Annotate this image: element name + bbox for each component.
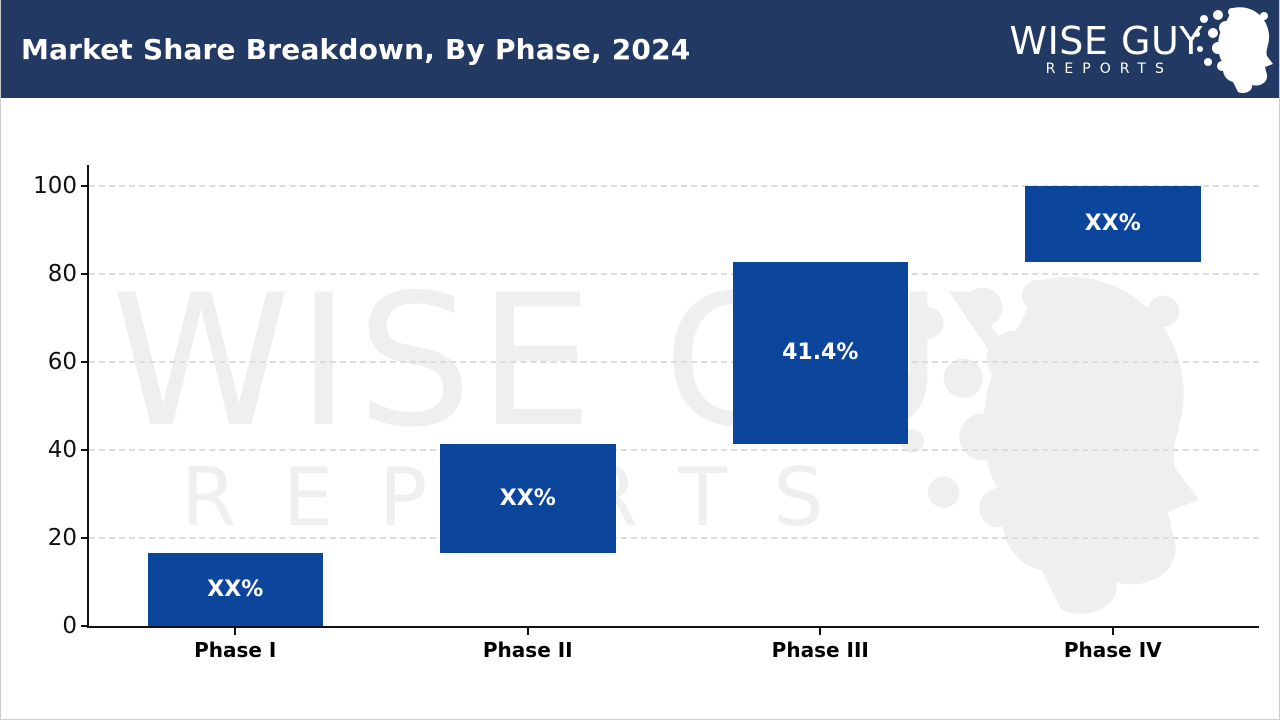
y-axis-tick-label: 20 <box>47 525 77 551</box>
x-axis-tick <box>1111 628 1114 635</box>
y-axis-tick-label: 60 <box>47 349 77 375</box>
y-axis-tick <box>81 185 88 187</box>
logo-text: WISE GUY REPORTS <box>1010 22 1203 77</box>
y-axis-tick <box>81 625 88 627</box>
y-axis-tick <box>81 449 88 451</box>
bar-value-label: XX% <box>499 486 556 512</box>
logo-head-icon <box>1194 7 1273 94</box>
page-title: Market Share Breakdown, By Phase, 2024 <box>21 32 691 66</box>
gridline-20 <box>89 537 1259 539</box>
wiseguy-logo: WISE GUY REPORTS <box>1010 4 1273 94</box>
x-axis-tick <box>234 628 237 635</box>
y-axis-tick <box>81 361 88 363</box>
y-axis-tick <box>81 273 88 275</box>
header: Market Share Breakdown, By Phase, 2024 W… <box>1 0 1279 98</box>
logo-wordmark: WISE GUY <box>1009 18 1203 63</box>
bar-value-label: XX% <box>1084 211 1141 237</box>
watermark-head-icon <box>888 276 1199 614</box>
y-axis-tick-label: 80 <box>47 261 77 287</box>
y-axis-tick-label: 0 <box>62 613 77 639</box>
bar-value-label: XX% <box>207 577 264 603</box>
y-axis-line <box>87 165 89 628</box>
x-axis-tick-label-1: Phase I <box>194 638 277 662</box>
y-axis-tick <box>81 537 88 539</box>
x-axis-tick <box>819 628 822 635</box>
bar-phase-ii: XX% <box>440 443 616 554</box>
y-axis-tick-label: 100 <box>33 173 77 199</box>
gridline-40 <box>89 449 1259 451</box>
bar-phase-iii: 41.4% <box>732 261 908 444</box>
bar-value-label: 41.4% <box>782 340 859 366</box>
y-axis-tick-label: 40 <box>47 437 77 463</box>
gridline-100 <box>89 185 1259 187</box>
x-axis-tick-label-3: Phase III <box>771 638 869 662</box>
x-axis-tick-label-2: Phase II <box>482 638 573 662</box>
x-axis-tick-label-4: Phase IV <box>1063 638 1162 662</box>
bar-phase-i: XX% <box>147 553 323 626</box>
x-axis-tick <box>526 628 529 635</box>
bar-phase-iv: XX% <box>1025 186 1201 262</box>
gridline-80 <box>89 273 1259 275</box>
logo-subtitle: REPORTS <box>1045 60 1173 77</box>
gridline-60 <box>89 361 1259 363</box>
x-axis-line <box>87 626 1259 628</box>
